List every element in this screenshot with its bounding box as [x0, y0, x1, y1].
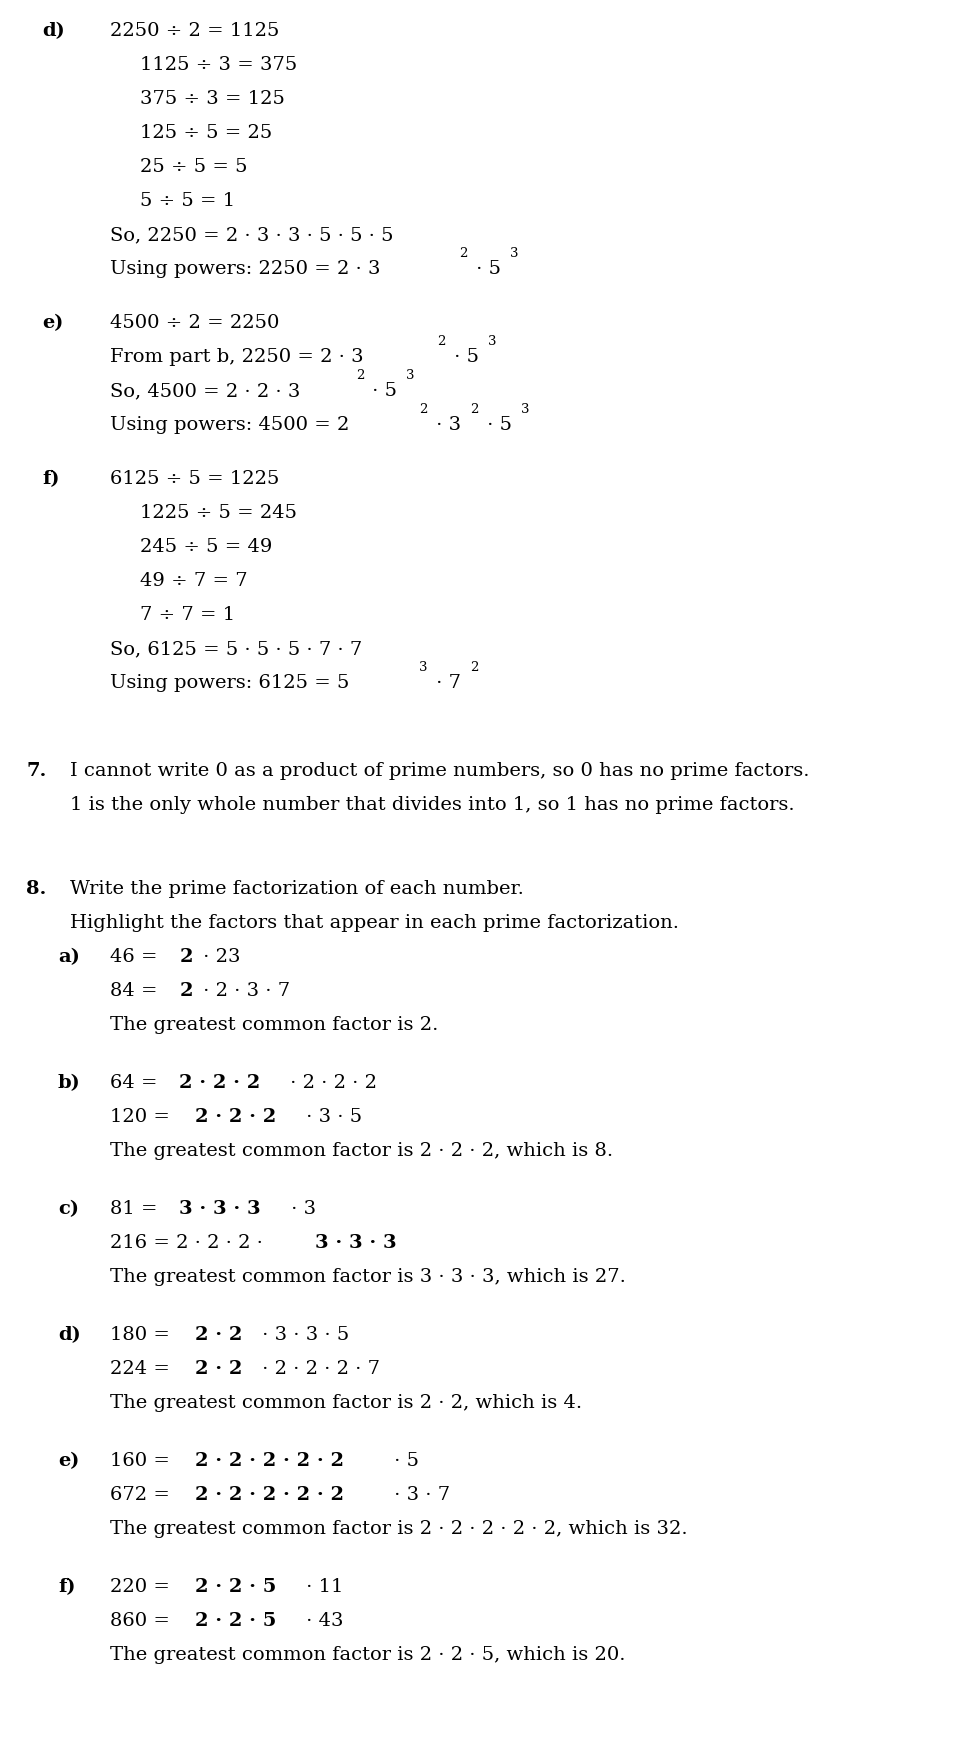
Text: 1125 ÷ 3 = 375: 1125 ÷ 3 = 375: [140, 56, 298, 74]
Text: 3: 3: [406, 369, 415, 383]
Text: 3: 3: [520, 404, 529, 416]
Text: The greatest common factor is 2 · 2, which is 4.: The greatest common factor is 2 · 2, whi…: [110, 1394, 582, 1411]
Text: · 5: · 5: [448, 348, 479, 365]
Text: e): e): [58, 1452, 80, 1469]
Text: So, 2250 = 2 · 3 · 3 · 5 · 5 · 5: So, 2250 = 2 · 3 · 3 · 5 · 5 · 5: [110, 226, 394, 243]
Text: 120 =: 120 =: [110, 1108, 176, 1125]
Text: 2 · 2 · 5: 2 · 2 · 5: [195, 1579, 276, 1596]
Text: 860 =: 860 =: [110, 1612, 176, 1630]
Text: So, 4500 = 2 · 2 · 3: So, 4500 = 2 · 2 · 3: [110, 383, 300, 400]
Text: 224 =: 224 =: [110, 1360, 176, 1378]
Text: 2: 2: [180, 983, 193, 1000]
Text: 3 · 3 · 3: 3 · 3 · 3: [180, 1200, 261, 1217]
Text: c): c): [58, 1200, 79, 1217]
Text: 64 =: 64 =: [110, 1074, 164, 1092]
Text: I cannot write 0 as a product of prime numbers, so 0 has no prime factors.: I cannot write 0 as a product of prime n…: [70, 762, 809, 780]
Text: 1225 ÷ 5 = 245: 1225 ÷ 5 = 245: [140, 505, 297, 522]
Text: Using powers: 2250 = 2 · 3: Using powers: 2250 = 2 · 3: [110, 259, 380, 279]
Text: · 2 · 3 · 7: · 2 · 3 · 7: [197, 983, 290, 1000]
Text: So, 6125 = 5 · 5 · 5 · 7 · 7: So, 6125 = 5 · 5 · 5 · 7 · 7: [110, 640, 362, 658]
Text: · 5: · 5: [481, 416, 512, 434]
Text: 216 = 2 · 2 · 2 ·: 216 = 2 · 2 · 2 ·: [110, 1235, 269, 1252]
Text: 220 =: 220 =: [110, 1579, 176, 1596]
Text: 46 =: 46 =: [110, 947, 164, 967]
Text: · 2 · 2 · 2 · 7: · 2 · 2 · 2 · 7: [256, 1360, 380, 1378]
Text: 2: 2: [437, 335, 445, 348]
Text: Using powers: 6125 = 5: Using powers: 6125 = 5: [110, 674, 349, 691]
Text: The greatest common factor is 2 · 2 · 5, which is 20.: The greatest common factor is 2 · 2 · 5,…: [110, 1646, 626, 1663]
Text: 49 ÷ 7 = 7: 49 ÷ 7 = 7: [140, 572, 248, 589]
Text: 2 · 2 · 5: 2 · 2 · 5: [195, 1612, 276, 1630]
Text: 4500 ÷ 2 = 2250: 4500 ÷ 2 = 2250: [110, 314, 279, 332]
Text: · 7: · 7: [430, 674, 461, 691]
Text: 6125 ÷ 5 = 1225: 6125 ÷ 5 = 1225: [110, 469, 279, 489]
Text: The greatest common factor is 2.: The greatest common factor is 2.: [110, 1016, 439, 1034]
Text: 160 =: 160 =: [110, 1452, 176, 1469]
Text: · 43: · 43: [300, 1612, 344, 1630]
Text: · 2 · 2 · 2: · 2 · 2 · 2: [284, 1074, 377, 1092]
Text: 2 · 2 · 2 · 2 · 2: 2 · 2 · 2 · 2 · 2: [195, 1452, 345, 1469]
Text: 2 · 2 · 2 · 2 · 2: 2 · 2 · 2 · 2 · 2: [195, 1485, 345, 1505]
Text: 2: 2: [469, 404, 478, 416]
Text: 3: 3: [419, 662, 427, 674]
Text: 84 =: 84 =: [110, 983, 164, 1000]
Text: Using powers: 4500 = 2: Using powers: 4500 = 2: [110, 416, 349, 434]
Text: 125 ÷ 5 = 25: 125 ÷ 5 = 25: [140, 123, 273, 141]
Text: 672 =: 672 =: [110, 1485, 176, 1505]
Text: 2250 ÷ 2 = 1125: 2250 ÷ 2 = 1125: [110, 21, 279, 41]
Text: From part b, 2250 = 2 · 3: From part b, 2250 = 2 · 3: [110, 348, 364, 365]
Text: · 3 · 3 · 5: · 3 · 3 · 5: [256, 1327, 349, 1344]
Text: 5 ÷ 5 = 1: 5 ÷ 5 = 1: [140, 192, 235, 210]
Text: a): a): [58, 947, 80, 967]
Text: · 3: · 3: [285, 1200, 316, 1217]
Text: The greatest common factor is 3 · 3 · 3, which is 27.: The greatest common factor is 3 · 3 · 3,…: [110, 1268, 626, 1286]
Text: The greatest common factor is 2 · 2 · 2 · 2 · 2, which is 32.: The greatest common factor is 2 · 2 · 2 …: [110, 1521, 687, 1538]
Text: 7.: 7.: [26, 762, 46, 780]
Text: · 3: · 3: [430, 416, 461, 434]
Text: 25 ÷ 5 = 5: 25 ÷ 5 = 5: [140, 159, 248, 176]
Text: 2 · 2: 2 · 2: [195, 1360, 243, 1378]
Text: 1 is the only whole number that divides into 1, so 1 has no prime factors.: 1 is the only whole number that divides …: [70, 796, 795, 813]
Text: d): d): [42, 21, 64, 41]
Text: · 3 · 7: · 3 · 7: [388, 1485, 449, 1505]
Text: 2 · 2 · 2: 2 · 2 · 2: [180, 1074, 260, 1092]
Text: 180 =: 180 =: [110, 1327, 176, 1344]
Text: e): e): [42, 314, 63, 332]
Text: 3: 3: [510, 247, 518, 259]
Text: · 3 · 5: · 3 · 5: [300, 1108, 362, 1125]
Text: The greatest common factor is 2 · 2 · 2, which is 8.: The greatest common factor is 2 · 2 · 2,…: [110, 1141, 613, 1161]
Text: 2: 2: [355, 369, 364, 383]
Text: d): d): [58, 1327, 81, 1344]
Text: 245 ÷ 5 = 49: 245 ÷ 5 = 49: [140, 538, 273, 556]
Text: · 11: · 11: [300, 1579, 344, 1596]
Text: 8.: 8.: [26, 880, 46, 898]
Text: 2 · 2 · 2: 2 · 2 · 2: [195, 1108, 276, 1125]
Text: 81 =: 81 =: [110, 1200, 164, 1217]
Text: · 5: · 5: [469, 259, 501, 279]
Text: Highlight the factors that appear in each prime factorization.: Highlight the factors that appear in eac…: [70, 914, 679, 931]
Text: b): b): [58, 1074, 81, 1092]
Text: 3: 3: [488, 335, 496, 348]
Text: f): f): [42, 469, 60, 489]
Text: 2: 2: [419, 404, 427, 416]
Text: 2: 2: [469, 662, 478, 674]
Text: 7 ÷ 7 = 1: 7 ÷ 7 = 1: [140, 607, 235, 624]
Text: Write the prime factorization of each number.: Write the prime factorization of each nu…: [70, 880, 524, 898]
Text: 2 · 2: 2 · 2: [195, 1327, 243, 1344]
Text: 2: 2: [180, 947, 193, 967]
Text: · 23: · 23: [197, 947, 240, 967]
Text: f): f): [58, 1579, 76, 1596]
Text: · 5: · 5: [388, 1452, 419, 1469]
Text: 3 · 3 · 3: 3 · 3 · 3: [315, 1235, 396, 1252]
Text: 375 ÷ 3 = 125: 375 ÷ 3 = 125: [140, 90, 285, 108]
Text: · 5: · 5: [367, 383, 397, 400]
Text: 2: 2: [459, 247, 468, 259]
